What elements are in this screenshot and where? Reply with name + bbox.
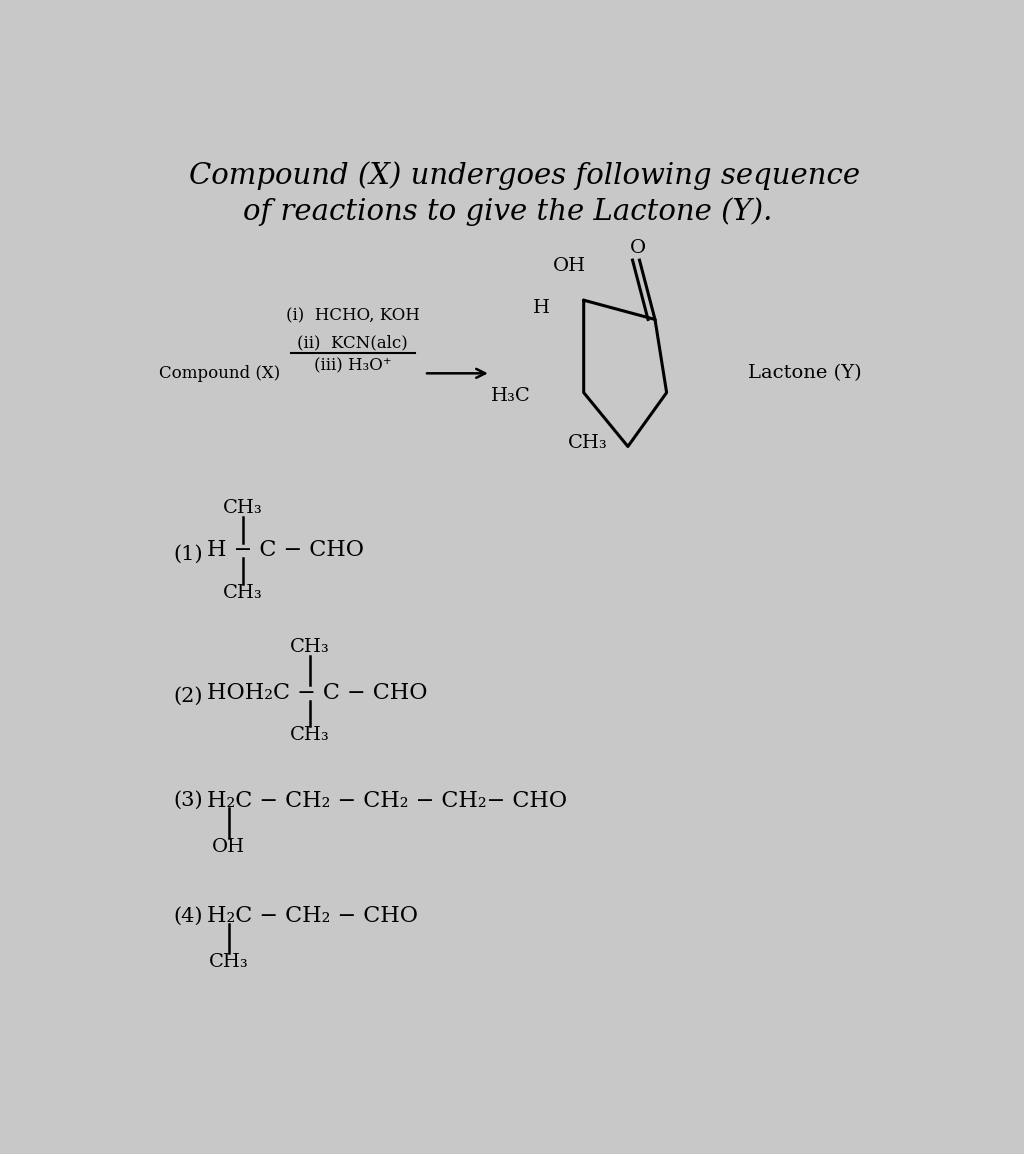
Text: OH: OH xyxy=(553,256,587,275)
Text: CH₃: CH₃ xyxy=(567,434,607,451)
Text: (2): (2) xyxy=(174,688,203,706)
Text: (i)  HCHO, KOH: (i) HCHO, KOH xyxy=(286,307,420,324)
Text: Compound (X) undergoes following sequence: Compound (X) undergoes following sequenc… xyxy=(189,162,860,190)
Text: Lactone (Y): Lactone (Y) xyxy=(748,365,861,382)
Text: (1): (1) xyxy=(174,545,203,564)
Text: CH₃: CH₃ xyxy=(209,953,249,972)
Text: CH₃: CH₃ xyxy=(223,584,262,601)
Text: HOH₂C − C − CHO: HOH₂C − C − CHO xyxy=(207,682,428,704)
Text: of reactions to give the Lactone (Y).: of reactions to give the Lactone (Y). xyxy=(243,197,772,226)
FancyArrowPatch shape xyxy=(427,369,485,377)
Text: H: H xyxy=(532,299,550,317)
Text: CH₃: CH₃ xyxy=(290,638,330,655)
Text: H − C − CHO: H − C − CHO xyxy=(207,539,365,562)
Text: (ii)  KCN(alc): (ii) KCN(alc) xyxy=(297,334,409,351)
Text: H₂C − CH₂ − CHO: H₂C − CH₂ − CHO xyxy=(207,905,418,927)
Text: OH: OH xyxy=(212,838,246,856)
Text: (3): (3) xyxy=(174,792,203,810)
Text: CH₃: CH₃ xyxy=(290,726,330,744)
Text: CH₃: CH₃ xyxy=(223,499,262,517)
Text: H₃C: H₃C xyxy=(492,388,531,405)
Text: Compound (X): Compound (X) xyxy=(159,365,281,382)
Text: (iii) H₃O⁺: (iii) H₃O⁺ xyxy=(314,357,391,374)
Text: O: O xyxy=(630,239,646,257)
Text: H₂C − CH₂ − CH₂ − CH₂− CHO: H₂C − CH₂ − CH₂ − CH₂− CHO xyxy=(207,789,567,811)
Text: (4): (4) xyxy=(174,907,203,926)
